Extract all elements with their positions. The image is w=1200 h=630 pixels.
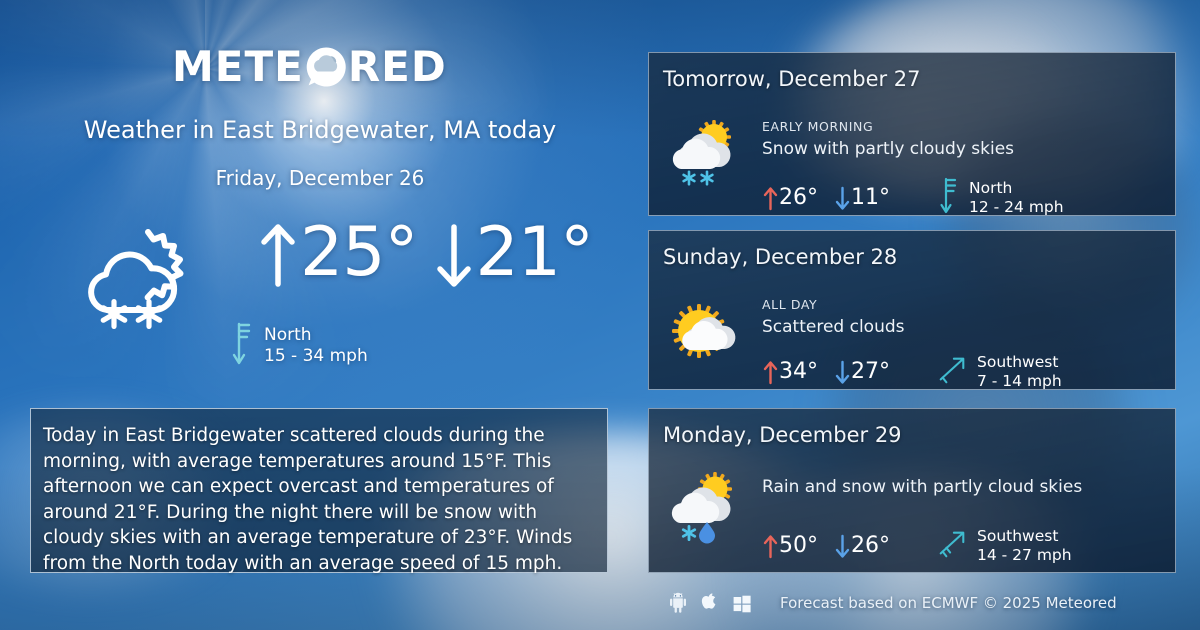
- today-min-temp-value: 21°: [475, 213, 595, 292]
- forecast-wind-text: North 12 - 24 mph: [969, 179, 1064, 217]
- forecast-card-monday[interactable]: Monday, December 29: [648, 408, 1176, 573]
- sun-behind-cloud-icon: [667, 293, 745, 371]
- arrow-up-icon: [762, 185, 779, 211]
- today-max-temp-value: 25°: [300, 213, 419, 292]
- meteored-cloud-sun-bubble-logo-icon: [305, 46, 347, 88]
- forecast-max-temp: 34°: [762, 359, 818, 385]
- today-min-temp: 21°: [432, 216, 594, 290]
- forecast-card-metrics: 34° 27°: [762, 353, 1165, 391]
- today-wind-text: North 15 - 34 mph: [264, 325, 368, 367]
- wind-barb-north-icon: [936, 175, 960, 221]
- arrow-down-icon: [432, 216, 476, 290]
- forecast-min-temp-value: 27°: [851, 359, 890, 384]
- logo-text-right: RED: [347, 42, 447, 91]
- forecast-card-body: ALL DAY Scattered clouds 34°: [762, 297, 1165, 391]
- windows-icon[interactable]: [732, 592, 752, 614]
- forecast-max-temp: 50°: [762, 533, 818, 559]
- forecast-wind-direction: Southwest: [977, 527, 1059, 545]
- forecast-wind-text: Southwest 14 - 27 mph: [977, 527, 1072, 565]
- today-date: Friday, December 26: [215, 166, 425, 190]
- forecast-min-temp: 11°: [834, 185, 890, 211]
- today-panel: METE RED Weather in East Bridgewater, MA…: [30, 42, 620, 574]
- today-summary-row: 25° 21°: [60, 216, 620, 341]
- forecast-card-condition: Scattered clouds: [762, 317, 905, 337]
- arrow-up-icon: [256, 216, 300, 290]
- forecast-max-temp: 26°: [762, 185, 818, 211]
- arrow-down-icon: [834, 185, 851, 211]
- forecast-min-temp: 27°: [834, 359, 890, 385]
- forecast-wind-speed: 12 - 24 mph: [969, 198, 1064, 216]
- forecast-card-body: Rain and snow with partly cloud skies 50…: [762, 477, 1165, 565]
- forecast-min-temp: 26°: [834, 533, 890, 559]
- forecast-wind-text: Southwest 7 - 14 mph: [977, 353, 1062, 391]
- today-description-text: Today in East Bridgewater scattered clou…: [43, 425, 573, 574]
- arrow-up-icon: [762, 533, 779, 559]
- today-temperatures: 25° 21°: [256, 213, 594, 292]
- sun-cloud-rain-snow-icon: [667, 469, 745, 547]
- wind-barb-southwest-icon: [936, 354, 968, 390]
- wind-barb-southwest-icon: [936, 528, 968, 564]
- page-title: Weather in East Bridgewater, MA today: [83, 116, 557, 144]
- forecast-card-period: ALL DAY: [762, 297, 818, 312]
- today-wind: North 15 - 34 mph: [228, 320, 368, 372]
- forecast-card-title: Tomorrow, December 27: [663, 67, 921, 91]
- forecast-wind: North 12 - 24 mph: [936, 175, 1064, 221]
- forecast-card-period: EARLY MORNING: [762, 119, 874, 134]
- meteored-logo[interactable]: METE RED: [172, 42, 447, 91]
- forecast-card-metrics: 26° 11°: [762, 175, 1165, 221]
- forecast-card-title: Sunday, December 28: [663, 245, 898, 269]
- forecast-max-temp-value: 50°: [779, 533, 818, 558]
- forecast-max-temp-value: 34°: [779, 359, 818, 384]
- today-max-temp: 25°: [256, 213, 419, 292]
- android-icon[interactable]: [668, 592, 688, 614]
- arrow-down-icon: [834, 533, 851, 559]
- forecast-card-body: EARLY MORNING Snow with partly cloudy sk…: [762, 119, 1165, 221]
- forecast-wind-speed: 14 - 27 mph: [977, 546, 1072, 564]
- forecast-wind-direction: Southwest: [977, 353, 1059, 371]
- today-wind-speed: 15 - 34 mph: [264, 346, 368, 366]
- arrow-down-icon: [834, 359, 851, 385]
- forecast-min-temp-value: 11°: [851, 185, 890, 210]
- footer: Forecast based on ECMWF © 2025 Meteored: [668, 592, 1117, 614]
- forecast-wind: Southwest 7 - 14 mph: [936, 353, 1062, 391]
- forecast-wind: Southwest 14 - 27 mph: [936, 527, 1072, 565]
- wind-barb-north-icon: [228, 320, 254, 372]
- arrow-up-icon: [762, 359, 779, 385]
- apple-icon[interactable]: [700, 592, 720, 614]
- forecast-credit: Forecast based on ECMWF © 2025 Meteored: [780, 594, 1117, 612]
- sun-cloud-snow-icon: [667, 115, 745, 193]
- forecast-card-tomorrow[interactable]: Tomorrow, December 27: [648, 52, 1176, 216]
- sun-rays-background: [0, 0, 760, 430]
- forecast-card-title: Monday, December 29: [663, 423, 902, 447]
- forecast-wind-speed: 7 - 14 mph: [977, 372, 1062, 390]
- forecast-wind-direction: North: [969, 179, 1013, 197]
- forecast-max-temp-value: 26°: [779, 185, 818, 210]
- forecast-min-temp-value: 26°: [851, 533, 890, 558]
- logo-text-left: METE: [172, 42, 304, 91]
- today-description-box: Today in East Bridgewater scattered clou…: [30, 408, 608, 574]
- forecast-card-condition: Snow with partly cloudy skies: [762, 139, 1015, 159]
- forecast-card-sunday[interactable]: Sunday, December 28: [648, 230, 1176, 390]
- snow-with-partly-cloudy-skies-icon: [74, 220, 194, 330]
- forecast-card-metrics: 50° 26°: [762, 527, 1165, 565]
- forecast-card-condition: Rain and snow with partly cloud skies: [762, 477, 1083, 497]
- today-wind-direction: North: [264, 325, 312, 345]
